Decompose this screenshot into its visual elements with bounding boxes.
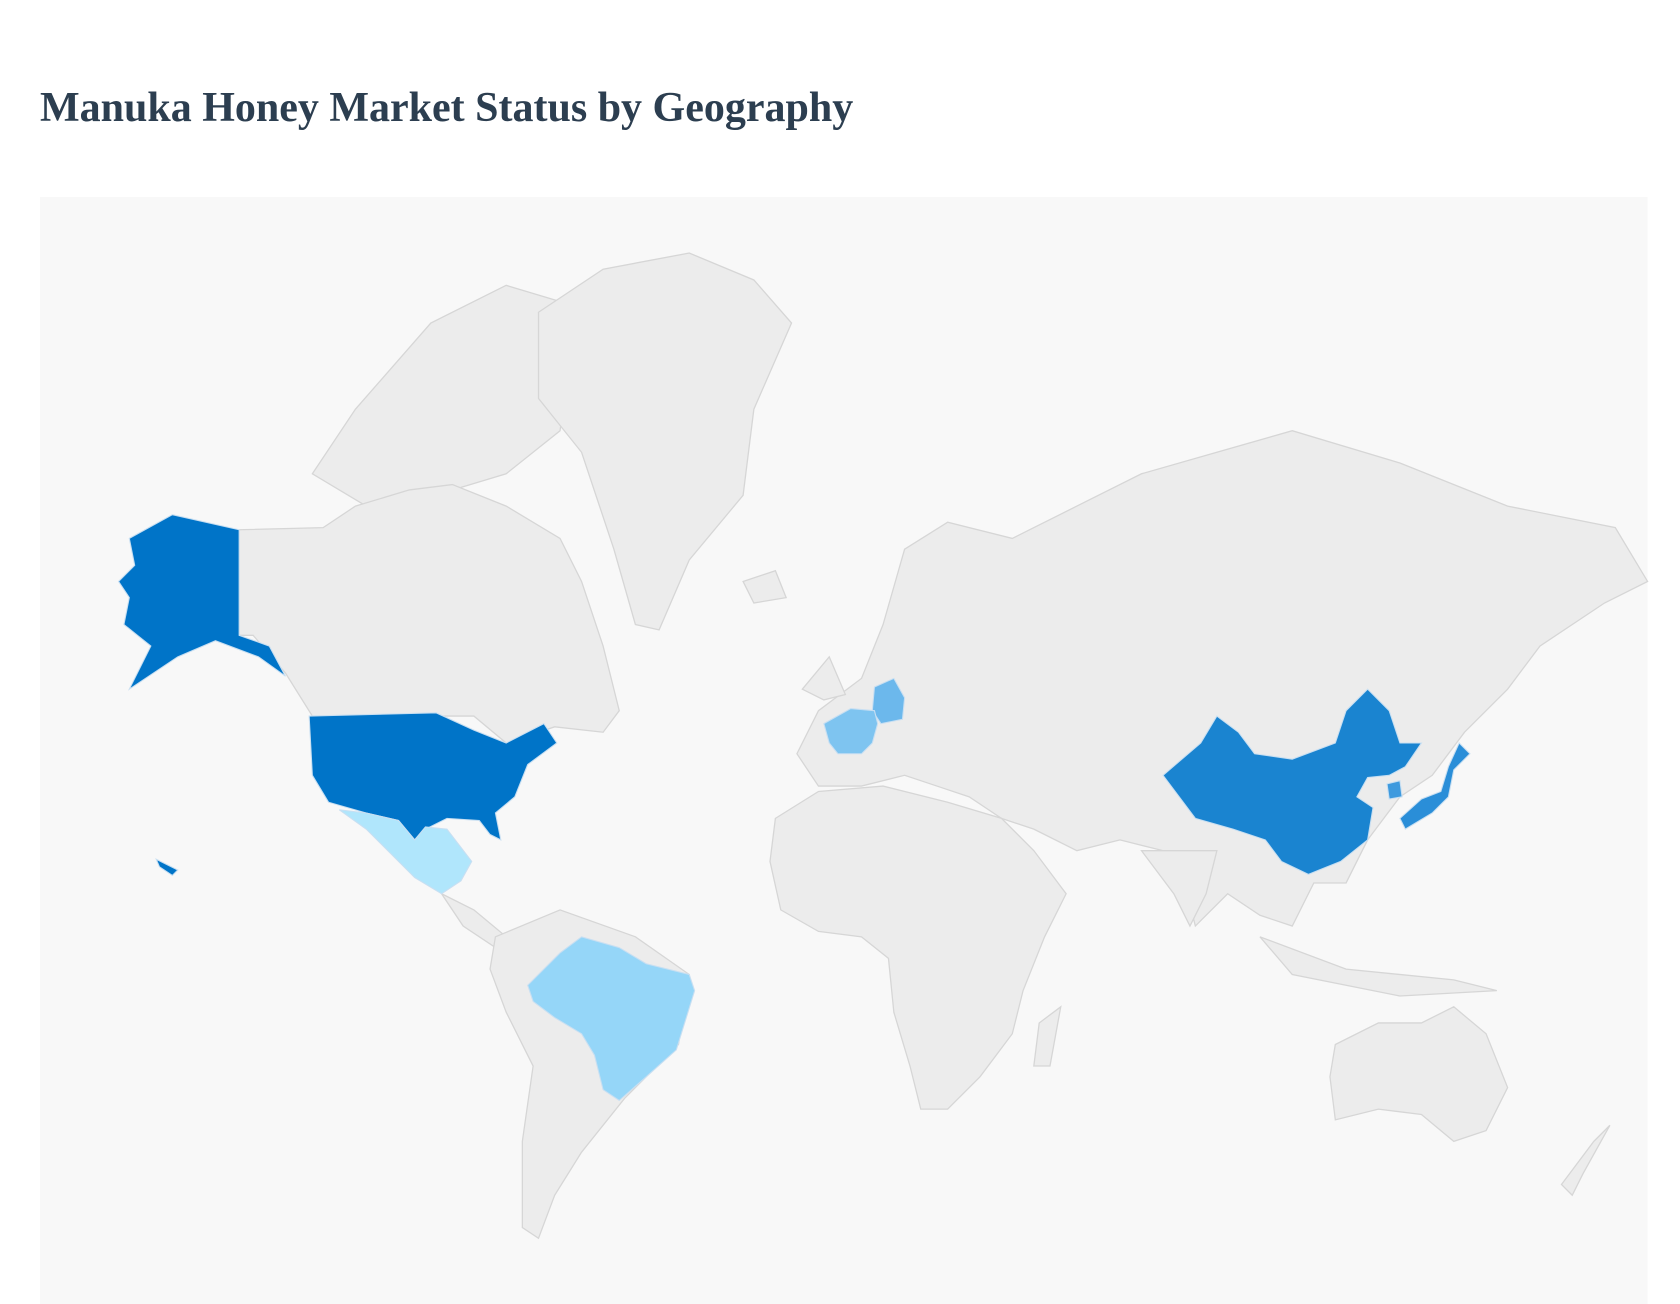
land-southeast-asia-islands xyxy=(1259,936,1498,997)
land-india xyxy=(1140,850,1218,928)
land-madagascar xyxy=(1033,1005,1062,1067)
highlighted-countries xyxy=(117,514,1471,1102)
land-iceland xyxy=(742,569,788,604)
country-br[interactable] xyxy=(527,936,696,1102)
country-us-hawaii[interactable] xyxy=(155,858,179,877)
country-cn[interactable] xyxy=(1162,688,1423,875)
land-australia xyxy=(1329,1006,1509,1143)
land-uk xyxy=(801,655,847,701)
chart-title: Manuka Honey Market Status by Geography xyxy=(40,85,854,131)
country-jp[interactable] xyxy=(1399,742,1471,830)
country-mx[interactable] xyxy=(338,809,473,895)
base-land xyxy=(238,252,1649,1240)
country-kr[interactable] xyxy=(1386,780,1403,800)
land-eurasia xyxy=(796,430,1649,928)
land-africa xyxy=(769,785,1067,1110)
land-new-zealand xyxy=(1560,1124,1611,1197)
country-fr[interactable] xyxy=(823,707,879,755)
land-canada xyxy=(238,483,620,744)
country-us-alaska[interactable] xyxy=(117,514,286,691)
land-greenland xyxy=(537,252,793,631)
